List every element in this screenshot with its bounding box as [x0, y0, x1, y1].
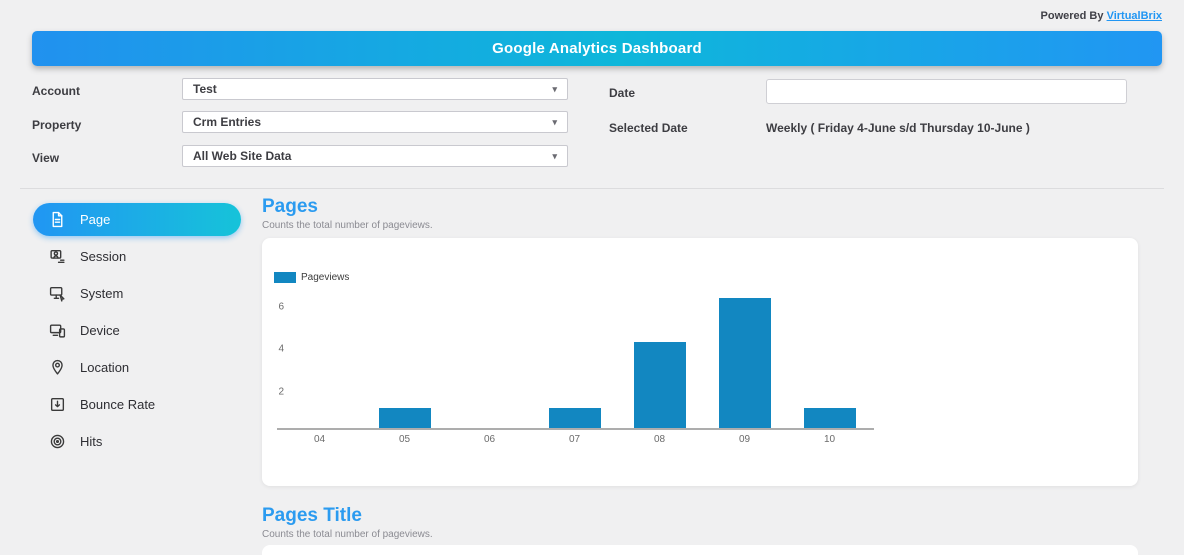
bar-slot [362, 290, 447, 430]
x-axis-label: 05 [398, 434, 411, 445]
chart-legend: Pageviews [274, 272, 349, 283]
selected-date-label: Selected Date [609, 121, 688, 135]
section-divider [20, 188, 1164, 189]
legend-swatch-icon [274, 272, 296, 283]
sidebar-item-device[interactable]: Device [33, 314, 241, 347]
account-select[interactable]: Test ▾ [182, 78, 568, 100]
sidebar-item-label: Location [80, 360, 130, 375]
system-icon [49, 285, 66, 302]
pageviews-bar-08[interactable] [633, 342, 686, 430]
page-title: Google Analytics Dashboard [492, 40, 702, 57]
chevron-down-icon: ▾ [552, 150, 557, 161]
property-label: Property [32, 118, 82, 132]
sidebar: Page Session System Device Location Bounce Ra… [33, 203, 241, 462]
y-axis-tick: 2 [278, 386, 284, 398]
property-select[interactable]: Crm Entries ▾ [182, 111, 568, 133]
powered-by-text: Powered By [1040, 10, 1107, 22]
property-value: Crm Entries [193, 115, 262, 129]
chart-bars [277, 290, 872, 430]
account-label: Account [32, 84, 80, 98]
virtualbrix-link[interactable]: VirtualBrix [1106, 10, 1162, 22]
pages-title-section-subtitle: Counts the total number of pageviews. [262, 529, 433, 540]
bounce-rate-icon [49, 396, 66, 413]
date-input[interactable] [766, 79, 1127, 104]
powered-by: Powered By VirtualBrix [1041, 10, 1162, 22]
date-label: Date [609, 86, 636, 100]
pageviews-bar-10[interactable] [803, 408, 856, 430]
pageviews-bar-07[interactable] [548, 408, 601, 430]
bar-slot [702, 290, 787, 430]
x-axis-label: 04 [313, 434, 326, 445]
sidebar-item-page[interactable]: Page [33, 203, 241, 236]
location-icon [49, 359, 66, 376]
pages-title-section-title: Pages Title [262, 505, 362, 526]
account-value: Test [193, 82, 217, 96]
x-axis-labels: 04 05 06 07 08 09 10 [277, 434, 872, 445]
session-icon [49, 248, 66, 265]
sidebar-item-label: Hits [80, 434, 103, 449]
x-axis-line [277, 428, 874, 430]
sidebar-item-label: Device [80, 323, 120, 338]
pages-section-title: Pages [262, 196, 318, 217]
sidebar-item-label: Page [80, 212, 111, 227]
view-label: View [32, 151, 60, 165]
sidebar-item-session[interactable]: Session [33, 240, 241, 273]
next-card-top-edge [262, 545, 1138, 555]
bar-slot [447, 290, 532, 430]
x-axis-label: 06 [483, 434, 496, 445]
bar-slot [787, 290, 872, 430]
pageviews-chart-card: Pageviews 2 4 6 04 05 06 07 08 09 10 [262, 238, 1138, 486]
sidebar-item-hits[interactable]: Hits [33, 425, 241, 458]
legend-label: Pageviews [301, 272, 350, 283]
x-axis-label: 08 [653, 434, 666, 445]
sidebar-item-label: Session [80, 249, 127, 264]
pageviews-bar-09[interactable] [718, 298, 771, 430]
sidebar-item-label: Bounce Rate [80, 397, 156, 412]
chevron-down-icon: ▾ [552, 116, 557, 127]
sidebar-item-location[interactable]: Location [33, 351, 241, 384]
sidebar-item-bounce-rate[interactable]: Bounce Rate [33, 388, 241, 421]
device-icon [49, 322, 66, 339]
sidebar-item-system[interactable]: System [33, 277, 241, 310]
selected-date-value: Weekly ( Friday 4-June s/d Thursday 10-J… [766, 121, 1030, 135]
sidebar-item-label: System [80, 286, 124, 301]
bar-slot [277, 290, 362, 430]
x-axis-label: 07 [568, 434, 581, 445]
chevron-down-icon: ▾ [552, 83, 557, 94]
view-select[interactable]: All Web Site Data ▾ [182, 145, 568, 167]
hits-icon [49, 433, 66, 450]
pageviews-bar-05[interactable] [378, 408, 431, 430]
y-axis-tick: 4 [278, 343, 284, 355]
view-value: All Web Site Data [193, 149, 292, 163]
page-icon [49, 211, 66, 228]
x-axis-label: 10 [823, 434, 836, 445]
pages-section-subtitle: Counts the total number of pageviews. [262, 220, 433, 231]
bar-slot [617, 290, 702, 430]
dashboard-header-banner: Google Analytics Dashboard [32, 31, 1162, 66]
bar-slot [532, 290, 617, 430]
x-axis-label: 09 [738, 434, 751, 445]
y-axis-tick: 6 [278, 301, 284, 313]
